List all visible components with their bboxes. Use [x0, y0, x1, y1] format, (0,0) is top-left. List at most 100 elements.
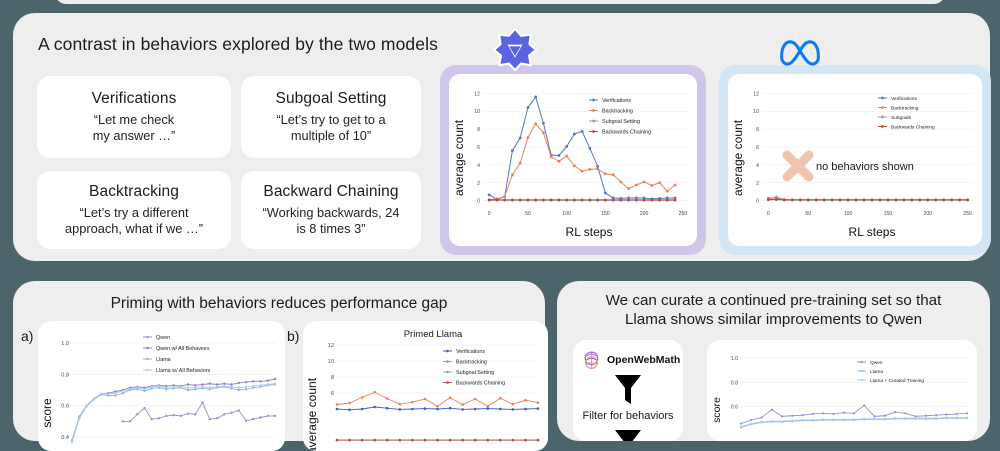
- curated-training-panel: 0.6 0.8 1.0 Qwen Llama Llama + Curated Traini…: [707, 340, 977, 441]
- svg-text:0: 0: [488, 211, 491, 217]
- bottom-left-card: Priming with behaviors reduces performan…: [13, 281, 548, 451]
- svg-text:2: 2: [477, 181, 480, 187]
- behavior-quote: “Working backwards, 24 is 8 times 3”: [262, 204, 400, 236]
- svg-text:average count: average count: [731, 119, 745, 196]
- behavior-tile-backtracking: Backtracking “Let’s try a different appr…: [37, 171, 231, 249]
- svg-text:Qwen: Qwen: [156, 335, 170, 341]
- svg-text:10: 10: [753, 109, 759, 115]
- svg-text:0.8: 0.8: [61, 372, 69, 378]
- svg-text:no behaviors shown: no behaviors shown: [816, 161, 914, 173]
- llama-behaviors-chart: 0 2 4 6 8 10 12 0 50 100 150 200 250 Verifications Bac…: [731, 91, 974, 239]
- svg-text:6: 6: [331, 391, 334, 397]
- bottom-left-title: Priming with behaviors reduces performan…: [110, 295, 448, 312]
- svg-text:score: score: [40, 398, 54, 428]
- behavior-quote: “Let’s try a different approach, what if…: [65, 204, 203, 236]
- dataset-row: OpenWebMath: [581, 349, 681, 371]
- meta-logo-icon: [780, 40, 820, 66]
- svg-text:Subgoal Setting: Subgoal Setting: [456, 370, 494, 376]
- svg-text:0.4: 0.4: [61, 435, 69, 441]
- behavior-tile-subgoal-setting: Subgoal Setting “Let’s try to get to a m…: [241, 76, 421, 158]
- priming-scores-panel: 0.4 0.6 0.8 1.0 Qwen Qwen w/ All Behaviors Lla…: [38, 321, 285, 451]
- svg-text:100: 100: [562, 211, 571, 217]
- svg-text:Backwards Chaining: Backwards Chaining: [456, 381, 505, 387]
- bottom-right-card: We can curate a continued pre-training s…: [557, 281, 990, 441]
- behavior-tile-backward-chaining: Backward Chaining “Working backwards, 24…: [241, 171, 421, 249]
- llama-chart-panel: 0 2 4 6 8 10 12 0 50 100 150 200 250 Verifications Bac…: [728, 74, 982, 246]
- svg-text:Primed Llama: Primed Llama: [404, 329, 463, 340]
- svg-text:12: 12: [474, 91, 480, 97]
- bottom-right-title-line2: Llama shows similar improvements to Qwen: [624, 311, 923, 329]
- svg-text:2: 2: [756, 181, 759, 187]
- qwen-chart-frame: 0 2 4 6 8 10 12 0 50 100 150 200 250 Verifications Bac…: [440, 65, 706, 255]
- svg-text:Llama + Curated Training: Llama + Curated Training: [870, 378, 924, 384]
- behavior-quote: “Let me check my answer …”: [92, 111, 176, 143]
- svg-text:250: 250: [678, 211, 687, 217]
- svg-text:Llama: Llama: [870, 369, 883, 375]
- svg-text:1.0: 1.0: [61, 341, 69, 347]
- dataset-name: OpenWebMath: [607, 354, 681, 366]
- svg-text:12: 12: [328, 343, 334, 349]
- svg-text:0.6: 0.6: [731, 405, 738, 411]
- svg-text:4: 4: [477, 163, 480, 169]
- svg-text:1.0: 1.0: [731, 356, 738, 362]
- svg-text:Backwards Chaining: Backwards Chaining: [891, 125, 935, 131]
- svg-text:RL steps: RL steps: [849, 225, 896, 239]
- svg-text:Llama: Llama: [156, 357, 171, 363]
- svg-text:0.8: 0.8: [731, 380, 738, 386]
- svg-text:100: 100: [844, 211, 853, 217]
- svg-text:Subgoals: Subgoals: [891, 115, 912, 121]
- openwebmath-logo-icon: [584, 350, 599, 369]
- svg-text:Qwen w/ All Behaviors: Qwen w/ All Behaviors: [156, 346, 210, 352]
- qwen-logo-icon: [492, 27, 538, 71]
- svg-text:RL steps: RL steps: [566, 225, 613, 239]
- svg-text:average count: average count: [452, 119, 466, 196]
- subfigure-label-b: b): [287, 328, 300, 344]
- behavior-name: Backward Chaining: [263, 182, 399, 200]
- svg-text:4: 4: [756, 163, 759, 169]
- svg-text:Verifications: Verifications: [602, 98, 631, 104]
- pipeline-panel: OpenWebMath Filter for behaviors: [573, 340, 683, 441]
- svg-text:Qwen: Qwen: [870, 360, 883, 366]
- svg-text:Subgoal Setting: Subgoal Setting: [602, 119, 640, 125]
- svg-text:8: 8: [477, 127, 480, 133]
- svg-text:Backtracking: Backtracking: [602, 109, 633, 115]
- svg-text:200: 200: [640, 211, 649, 217]
- svg-text:10: 10: [474, 109, 480, 115]
- bottom-right-title: We can curate a continued pre-training s…: [569, 291, 978, 329]
- svg-text:12: 12: [753, 91, 759, 97]
- top-card-title: A contrast in behaviors explored by the …: [38, 34, 438, 54]
- svg-text:Verifications: Verifications: [891, 96, 917, 102]
- svg-text:50: 50: [805, 211, 811, 217]
- llama-chart-frame: 0 2 4 6 8 10 12 0 50 100 150 200 250 Verifications Bac…: [719, 65, 991, 255]
- svg-text:Llama w/ All Behaviors: Llama w/ All Behaviors: [156, 368, 211, 374]
- slide-stage: A contrast in behaviors explored by the …: [13, 0, 991, 451]
- svg-text:0.6: 0.6: [61, 404, 69, 410]
- qwen-chart-panel: 0 2 4 6 8 10 12 0 50 100 150 200 250 Verifications Bac…: [449, 74, 697, 246]
- svg-text:Backtracking: Backtracking: [456, 360, 487, 366]
- previous-card-sliver: [55, 0, 945, 4]
- svg-text:Backwards Chaining: Backwards Chaining: [602, 130, 651, 136]
- svg-text:Backtracking: Backtracking: [891, 106, 919, 112]
- behavior-quote: “Let’s try to get to a multiple of 10”: [276, 111, 386, 143]
- funnel-icon-2: [615, 430, 641, 441]
- primed-llama-panel: 6 8 10 12 Verifications Backtracking Subgoal S…: [303, 321, 548, 451]
- curated-training-chart: 0.6 0.8 1.0 Qwen Llama Llama + Curated Traini…: [711, 356, 969, 429]
- svg-text:150: 150: [601, 211, 610, 217]
- svg-text:0: 0: [477, 199, 480, 205]
- svg-text:150: 150: [884, 211, 893, 217]
- svg-text:10: 10: [328, 359, 334, 365]
- svg-text:average count: average count: [305, 377, 319, 451]
- behavior-name: Backtracking: [89, 182, 179, 200]
- bottom-right-title-line1: We can curate a continued pre-training s…: [605, 292, 942, 309]
- svg-text:0: 0: [756, 199, 759, 205]
- top-card: A contrast in behaviors explored by the …: [13, 13, 991, 261]
- primed-llama-chart: 6 8 10 12 Verifications Backtracking Subgoal S…: [305, 329, 540, 451]
- subfigure-label-a: a): [21, 328, 34, 344]
- svg-text:Verifications: Verifications: [456, 349, 485, 355]
- svg-text:6: 6: [756, 145, 759, 151]
- svg-text:200: 200: [923, 211, 932, 217]
- no-behaviors-annotation: no behaviors shown: [782, 150, 914, 182]
- behavior-tile-verifications: Verifications “Let me check my answer …”: [37, 76, 231, 158]
- behavior-name: Subgoal Setting: [275, 89, 387, 107]
- svg-text:8: 8: [331, 375, 334, 381]
